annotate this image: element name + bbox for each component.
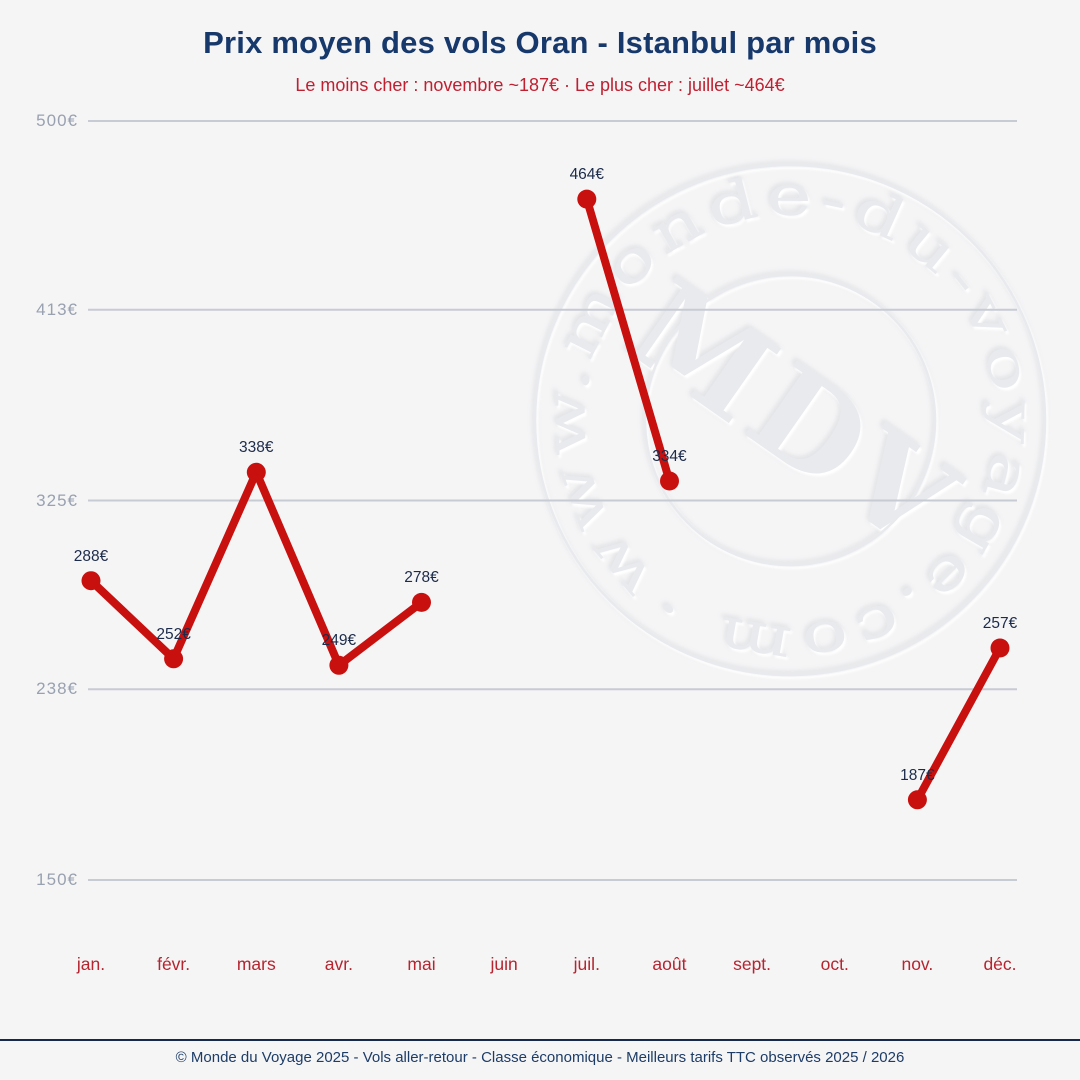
footer-divider — [0, 1039, 1080, 1041]
data-point-mars[interactable] — [246, 462, 266, 482]
price-line-segment — [582, 195, 674, 485]
data-point-août[interactable] — [660, 471, 679, 491]
data-point-juil.[interactable] — [577, 189, 597, 209]
data-point-déc.[interactable] — [990, 638, 1010, 658]
footer-credit: © Monde du Voyage 2025 - Vols aller-reto… — [175, 1049, 905, 1066]
page-title: Prix moyen des vols Oran - Istanbul par … — [203, 25, 877, 60]
data-point-jan.[interactable] — [81, 571, 101, 591]
data-point-mai[interactable] — [412, 592, 431, 612]
chart-subtitle: Le moins cher : novembre ~187€ · Le plus… — [295, 75, 785, 95]
data-point-nov.[interactable] — [907, 790, 927, 810]
data-point-févr.[interactable] — [164, 649, 184, 669]
price-line-segment — [913, 644, 1004, 804]
data-point-avr.[interactable] — [329, 655, 349, 675]
